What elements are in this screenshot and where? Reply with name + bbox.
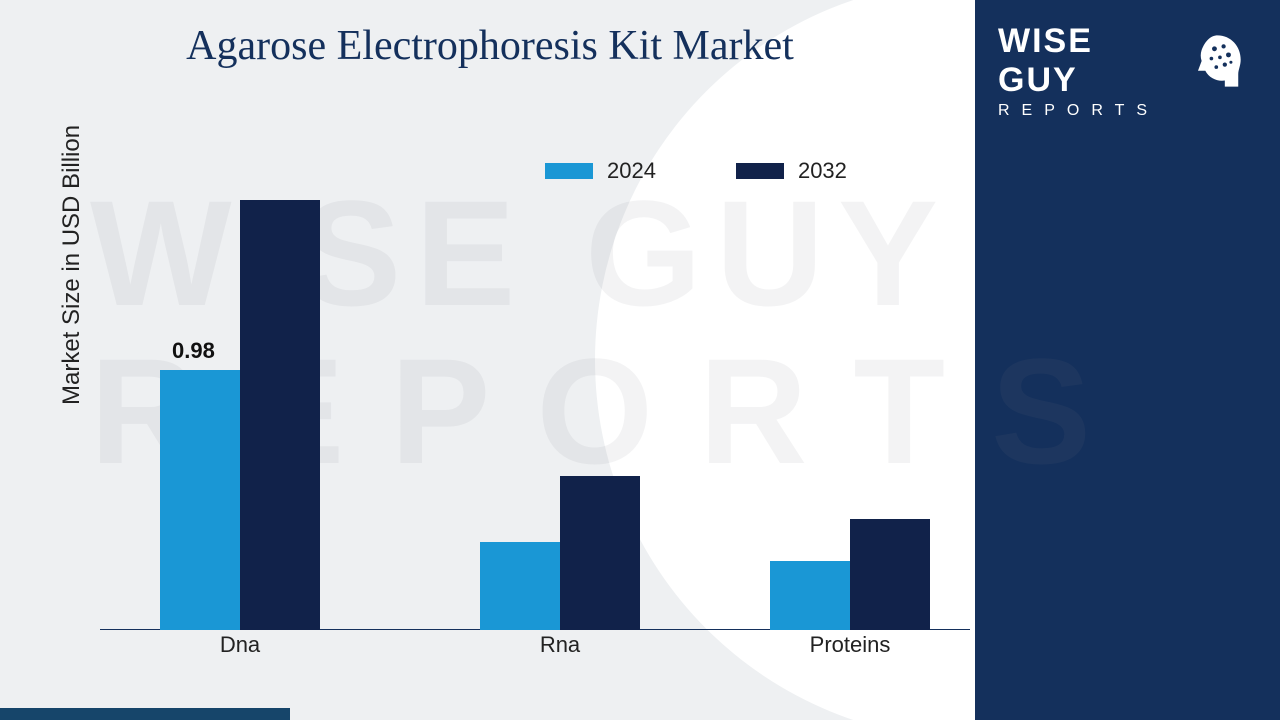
bar-group-rna: Rna	[480, 476, 640, 630]
brand-logo: WISE GUY REPORTS	[998, 22, 1248, 120]
brand-sub: REPORTS	[998, 102, 1248, 120]
x-label-rna: Rna	[480, 632, 640, 658]
brain-head-icon	[1187, 30, 1248, 92]
brand-name: WISE GUY	[998, 22, 1181, 100]
bar-rna-2024	[480, 542, 560, 630]
bar-proteins-2024	[770, 561, 850, 630]
bar-group-proteins: Proteins	[770, 519, 930, 630]
y-axis-label: Market Size in USD Billion	[58, 125, 86, 405]
x-label-dna: Dna	[160, 632, 320, 658]
decor-bottom-bar	[0, 708, 290, 720]
legend-label-2032: 2032	[798, 158, 847, 184]
bar-dna-2024	[160, 370, 240, 630]
legend-item-2024: 2024	[545, 158, 656, 184]
legend: 2024 2032	[545, 158, 847, 184]
brand-logo-main: WISE GUY	[998, 22, 1248, 100]
bar-rna-2032	[560, 476, 640, 630]
legend-label-2024: 2024	[607, 158, 656, 184]
plot-area: Dna 0.98 Rna Proteins	[100, 200, 970, 655]
bar-dna-2032	[240, 200, 320, 630]
legend-swatch-2024	[545, 163, 593, 179]
bar-group-dna: Dna 0.98	[160, 200, 320, 630]
legend-swatch-2032	[736, 163, 784, 179]
chart-canvas: WISE GUY REPORTS Agarose Electrophoresis…	[0, 0, 1280, 720]
legend-item-2032: 2032	[736, 158, 847, 184]
chart-title: Agarose Electrophoresis Kit Market	[0, 22, 980, 70]
bar-proteins-2032	[850, 519, 930, 630]
value-label-dna-2024: 0.98	[172, 338, 215, 364]
x-label-proteins: Proteins	[770, 632, 930, 658]
